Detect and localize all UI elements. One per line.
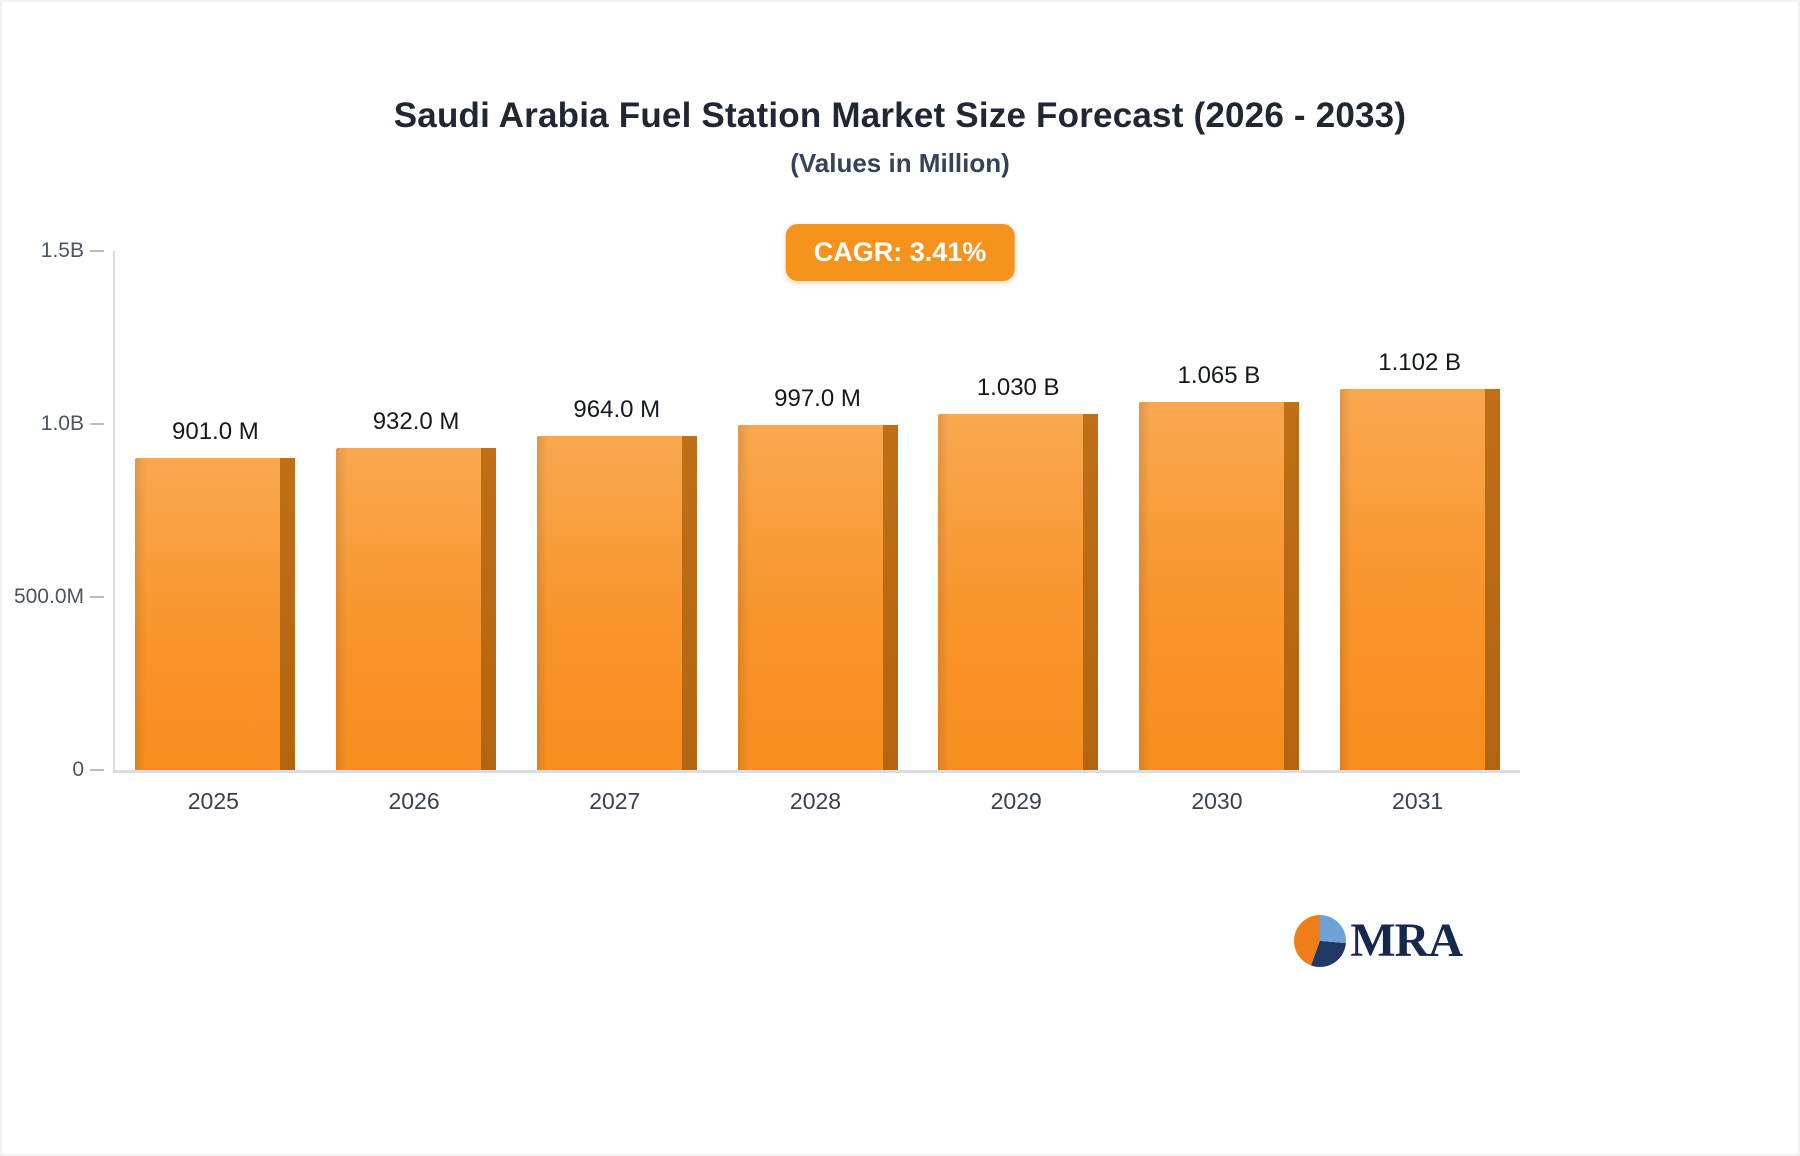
bar-value-label: 1.030 B [976, 373, 1060, 401]
brand-logo: MRA [1294, 913, 1463, 968]
logo-text: MRA [1350, 914, 1463, 967]
bar-value-label: 997.0 M [774, 385, 861, 413]
bar-2030 [1138, 401, 1299, 771]
logo-pie-icon [1294, 914, 1347, 967]
x-tick-label: 2028 [789, 788, 842, 814]
y-tick-mark [90, 250, 104, 252]
cagr-badge: CAGR: 3.41% [785, 224, 1015, 281]
x-tick-label: 2026 [388, 788, 440, 814]
y-tick-label: 0 [72, 758, 84, 781]
bar-2028 [737, 425, 898, 770]
y-tick-mark [90, 596, 104, 598]
chart-subtitle: (Values in Million) [790, 148, 1010, 178]
bar-2031 [1339, 388, 1500, 771]
y-tick-mark [90, 769, 104, 771]
bar-2026 [336, 447, 497, 771]
y-tick-label: 1.0B [40, 412, 84, 435]
plot-area: 901.0 M 932.0 M 964.0 M 997.0 M 1.030 B 1.065… [113, 251, 1520, 773]
chart-title: Saudi Arabia Fuel Station Market Size Fo… [393, 96, 1407, 135]
y-tick-label: 1.5B [40, 239, 84, 262]
y-tick-mark [90, 423, 104, 425]
bar-value-label: 901.0 M [172, 418, 259, 446]
bar-value-label: 932.0 M [372, 407, 460, 435]
y-tick-label: 500.0M [13, 585, 84, 608]
x-tick-label: 2027 [589, 788, 641, 814]
bar-value-label: 964.0 M [573, 396, 661, 424]
x-tick-label: 2025 [187, 788, 239, 814]
x-tick-label: 2029 [990, 788, 1042, 814]
bar-value-label: 1.065 B [1177, 361, 1261, 389]
x-tick-label: 2031 [1392, 788, 1444, 814]
bar-2025 [135, 458, 296, 770]
bar-2029 [938, 413, 1099, 771]
bar-2027 [536, 436, 697, 770]
x-tick-label: 2030 [1191, 788, 1243, 814]
bar-value-label: 1.102 B [1378, 348, 1461, 376]
